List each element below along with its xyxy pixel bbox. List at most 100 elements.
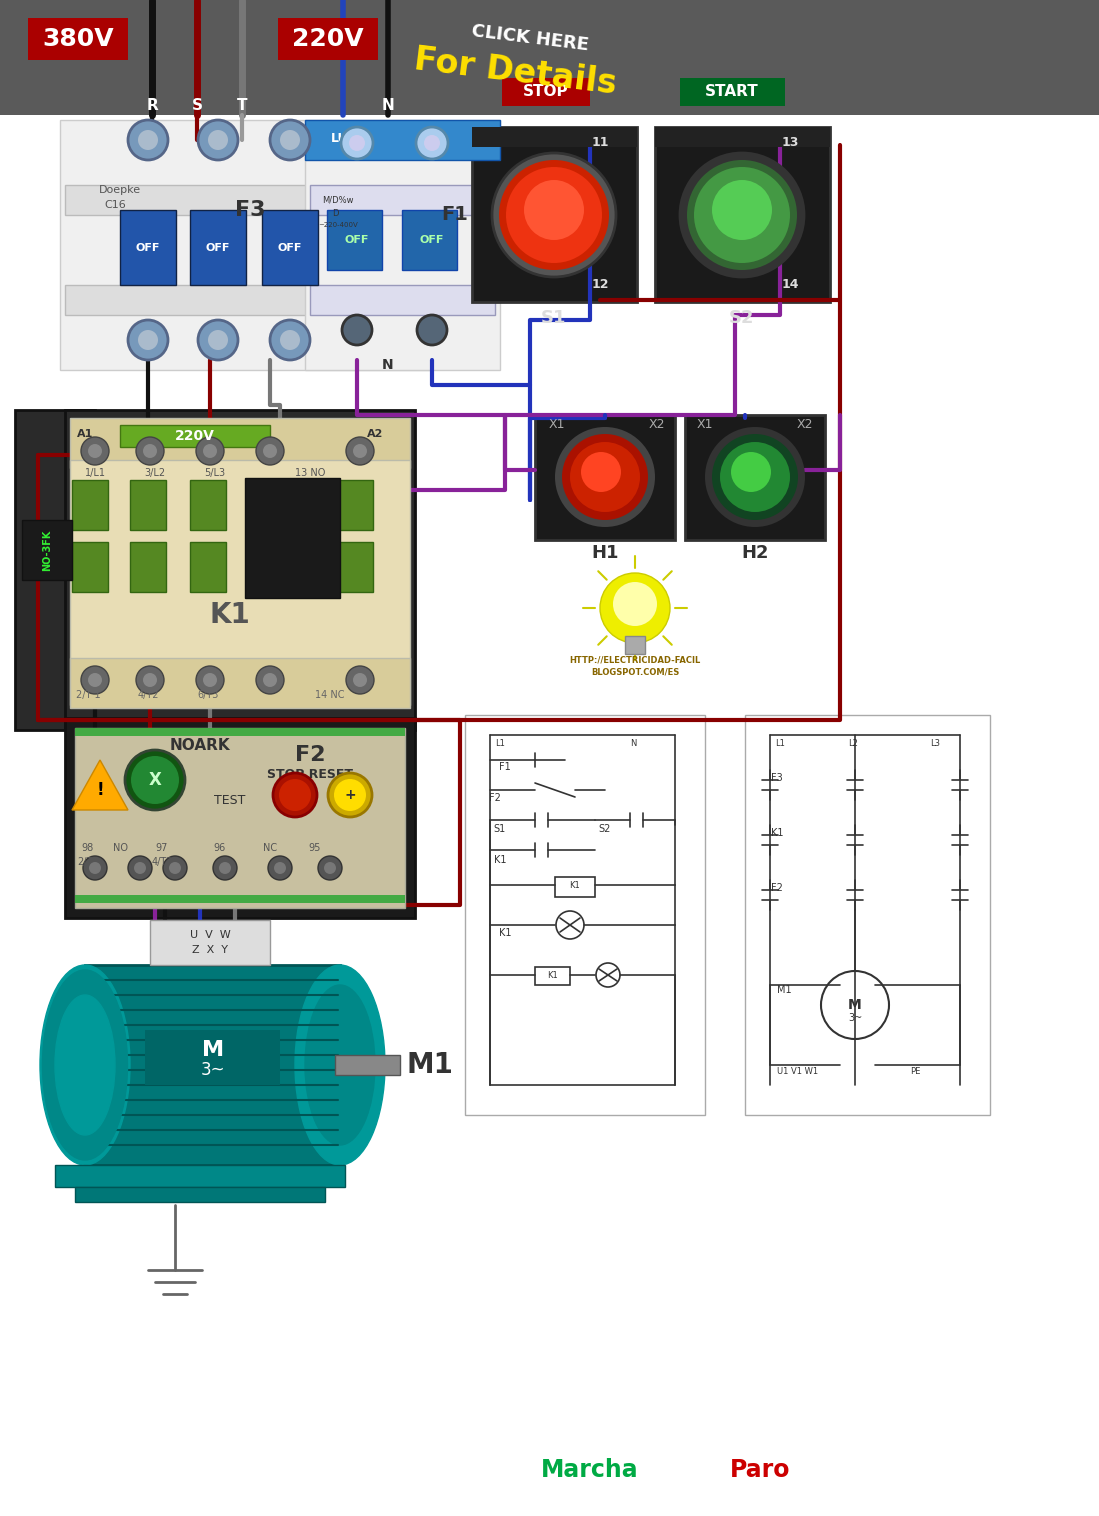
Bar (130, 543, 166, 593)
Text: S2: S2 (599, 825, 611, 834)
Bar (555, 876, 595, 897)
Text: L3: L3 (930, 738, 940, 747)
Circle shape (263, 444, 277, 458)
Bar (335, 1055, 400, 1075)
Text: STOP: STOP (523, 85, 569, 100)
Text: A2: A2 (367, 429, 384, 440)
Text: K1: K1 (210, 600, 251, 629)
Circle shape (270, 320, 310, 359)
Circle shape (198, 120, 238, 161)
Bar (471, 127, 637, 302)
Bar (685, 415, 825, 540)
Text: F1: F1 (442, 206, 468, 224)
Circle shape (499, 161, 609, 270)
Circle shape (256, 437, 284, 465)
Text: 14: 14 (781, 279, 799, 291)
Circle shape (136, 666, 164, 694)
Circle shape (203, 444, 217, 458)
Text: 98: 98 (81, 843, 95, 854)
Text: Z  X  Y: Z X Y (192, 944, 227, 955)
Circle shape (138, 130, 158, 150)
Text: 96: 96 (214, 843, 226, 854)
Bar (190, 481, 226, 531)
Text: START: START (706, 85, 759, 100)
Text: N: N (381, 99, 395, 114)
Bar (65, 185, 425, 215)
Text: NC: NC (263, 843, 277, 854)
Text: 3~: 3~ (201, 1061, 225, 1079)
Text: 4/T2: 4/T2 (137, 690, 158, 700)
Text: OFF: OFF (420, 235, 444, 246)
Text: L1: L1 (775, 738, 785, 747)
Text: BLOGSPOT.COM/ES: BLOGSPOT.COM/ES (591, 667, 679, 676)
Circle shape (213, 857, 237, 879)
Ellipse shape (40, 966, 130, 1164)
Bar (465, 716, 704, 1114)
Text: X: X (148, 772, 162, 788)
Circle shape (81, 437, 109, 465)
Circle shape (274, 863, 286, 875)
Circle shape (279, 779, 311, 811)
Text: 3/L2: 3/L2 (144, 468, 166, 478)
Circle shape (196, 437, 224, 465)
Bar (625, 637, 645, 653)
Bar (190, 211, 246, 285)
Text: M: M (202, 1040, 224, 1060)
Bar (310, 285, 495, 315)
Circle shape (570, 443, 640, 512)
Text: U  V  W: U V W (190, 929, 231, 940)
Circle shape (127, 120, 168, 161)
Circle shape (256, 666, 284, 694)
Bar (120, 424, 270, 447)
Circle shape (208, 330, 227, 350)
Circle shape (270, 120, 310, 161)
Text: A1: A1 (77, 429, 93, 440)
Text: 380V: 380V (42, 27, 114, 52)
Circle shape (203, 673, 217, 687)
Text: TEST: TEST (214, 793, 246, 807)
Text: 2/T 1: 2/T 1 (76, 690, 100, 700)
Circle shape (562, 434, 648, 520)
Text: F2: F2 (771, 882, 782, 893)
Bar (190, 543, 226, 593)
Text: For Details: For Details (412, 42, 619, 100)
Circle shape (687, 161, 797, 270)
Circle shape (417, 315, 447, 346)
Ellipse shape (295, 966, 385, 1164)
Circle shape (143, 673, 157, 687)
Circle shape (268, 857, 292, 879)
Text: M/D%w: M/D%w (322, 196, 354, 205)
Circle shape (219, 863, 231, 875)
Bar (328, 211, 382, 270)
Text: !: ! (97, 781, 103, 799)
Text: OFF: OFF (345, 235, 369, 246)
Bar (149, 920, 270, 966)
Polygon shape (73, 760, 127, 810)
Text: 14 NC: 14 NC (315, 690, 345, 700)
Bar (680, 77, 785, 106)
Text: X2: X2 (648, 418, 665, 432)
Text: X2: X2 (797, 418, 813, 432)
Circle shape (131, 756, 179, 803)
Bar (337, 543, 373, 593)
Text: 6/T3: 6/T3 (198, 690, 219, 700)
Text: K1: K1 (569, 881, 580, 890)
Text: 97: 97 (156, 843, 168, 854)
Text: T: T (236, 99, 247, 114)
Text: OFF: OFF (278, 243, 302, 253)
Circle shape (341, 127, 373, 159)
Text: 220V: 220V (292, 27, 364, 52)
Bar (70, 459, 410, 705)
Circle shape (143, 444, 157, 458)
Circle shape (88, 444, 102, 458)
Circle shape (328, 773, 371, 817)
Text: U1 V1 W1: U1 V1 W1 (777, 1067, 818, 1076)
Text: 12: 12 (591, 279, 609, 291)
Bar (27, 18, 127, 61)
Circle shape (353, 444, 367, 458)
Text: ~220-400V: ~220-400V (318, 221, 358, 227)
Circle shape (127, 857, 152, 879)
Circle shape (134, 863, 146, 875)
Circle shape (163, 857, 187, 879)
Text: 5/L3: 5/L3 (204, 468, 225, 478)
